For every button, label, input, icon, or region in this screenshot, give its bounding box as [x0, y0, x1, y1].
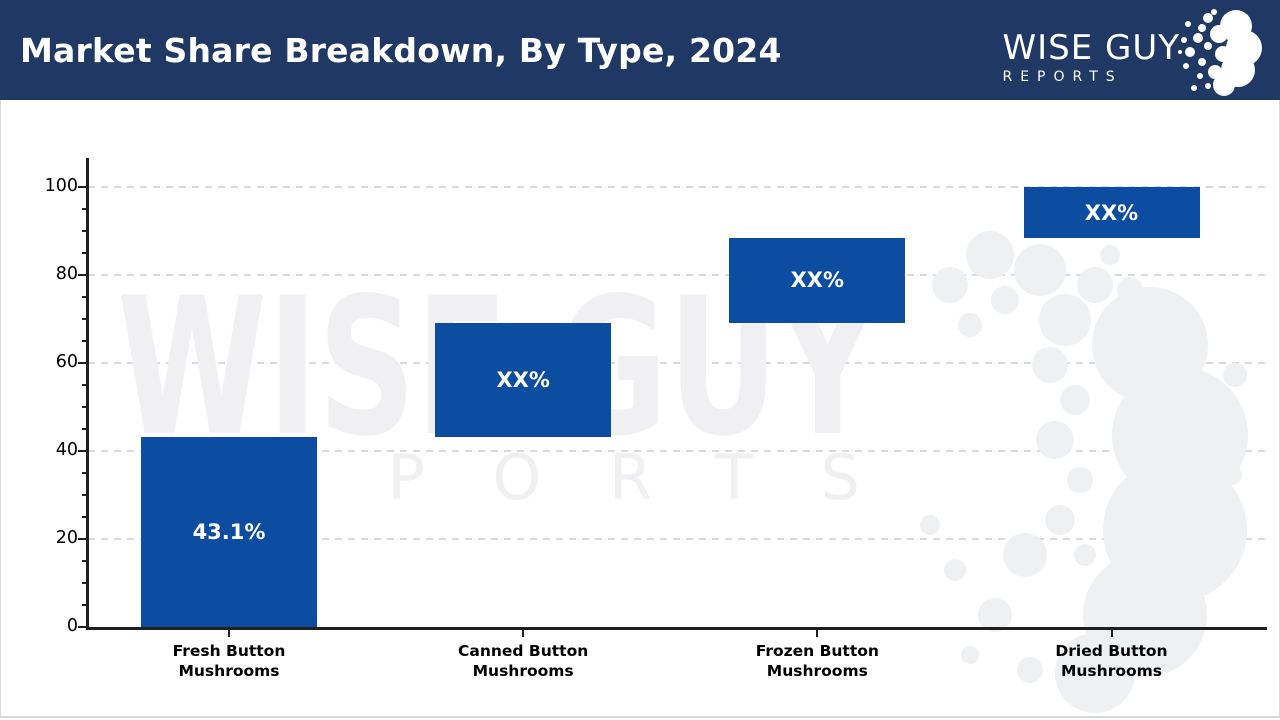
x-category-label-4: Dried Button Mushrooms [1055, 642, 1168, 680]
y-tick-mark-20 [78, 538, 88, 540]
wise-guy-logo: WISE GUY REPORTS [1002, 4, 1266, 96]
y-minor-tick-85 [82, 252, 88, 254]
logo-wordmark-block: WISE GUY REPORTS [1002, 30, 1180, 85]
y-minor-tick-90 [82, 230, 88, 232]
y-tick-mark-60 [78, 362, 88, 364]
y-minor-tick-65 [82, 340, 88, 342]
y-minor-tick-5 [82, 604, 88, 606]
gridline-y-40 [88, 450, 1266, 452]
bar-3: XX% [729, 238, 906, 323]
y-minor-tick-10 [82, 582, 88, 584]
bar-4: XX% [1023, 187, 1200, 239]
frame-border-bottom [0, 716, 1280, 718]
bar-2: XX% [435, 322, 612, 438]
page-title: Market Share Breakdown, By Type, 2024 [20, 30, 782, 70]
bar-value-label-1: 43.1% [192, 520, 266, 545]
frame-border-left [0, 100, 1, 717]
y-minor-tick-55 [82, 384, 88, 386]
y-tick-mark-100 [78, 186, 88, 188]
gridline-y-60 [88, 362, 1266, 364]
y-minor-tick-15 [82, 560, 88, 562]
y-tick-label-20: 20 [55, 528, 78, 548]
y-minor-tick-25 [82, 516, 88, 518]
y-tick-mark-0 [78, 626, 88, 628]
x-tick-mark-1 [228, 630, 230, 637]
y-axis-line [86, 158, 89, 630]
x-category-label-2: Canned Button Mushrooms [458, 642, 589, 680]
x-tick-mark-2 [522, 630, 525, 637]
y-tick-label-80: 80 [55, 264, 78, 284]
gridline-y-80 [88, 274, 1266, 276]
x-tick-mark-4 [1110, 630, 1113, 637]
gridline-y-100 [88, 186, 1266, 188]
y-minor-tick-95 [82, 208, 88, 210]
y-tick-label-60: 60 [55, 352, 78, 372]
header-bar: Market Share Breakdown, By Type, 2024 WI… [0, 0, 1280, 100]
y-minor-tick-70 [82, 318, 88, 320]
x-axis-line [86, 627, 1267, 630]
x-category-label-1: Fresh Button Mushrooms [172, 642, 286, 680]
y-tick-mark-80 [78, 274, 88, 276]
bar-1: 43.1% [141, 437, 317, 627]
bar-value-label-3: XX% [790, 268, 845, 293]
logo-subtext: REPORTS [1002, 68, 1123, 85]
y-minor-tick-35 [82, 472, 88, 474]
y-tick-label-0: 0 [66, 616, 78, 636]
logo-head-icon [1178, 9, 1262, 96]
x-category-label-3: Frozen Button Mushrooms [755, 642, 879, 680]
bar-value-label-2: XX% [496, 368, 550, 393]
x-tick-mark-3 [816, 630, 819, 637]
y-minor-tick-75 [82, 296, 88, 298]
y-tick-label-100: 100 [44, 176, 78, 196]
y-minor-tick-45 [82, 428, 88, 430]
y-minor-tick-50 [82, 406, 88, 408]
gridline-y-20 [88, 538, 1266, 540]
y-minor-tick-30 [82, 494, 88, 496]
y-tick-mark-40 [78, 450, 88, 452]
logo-wordmark: WISE GUY [1002, 27, 1180, 68]
bar-value-label-4: XX% [1084, 200, 1139, 225]
y-tick-label-40: 40 [55, 440, 78, 460]
